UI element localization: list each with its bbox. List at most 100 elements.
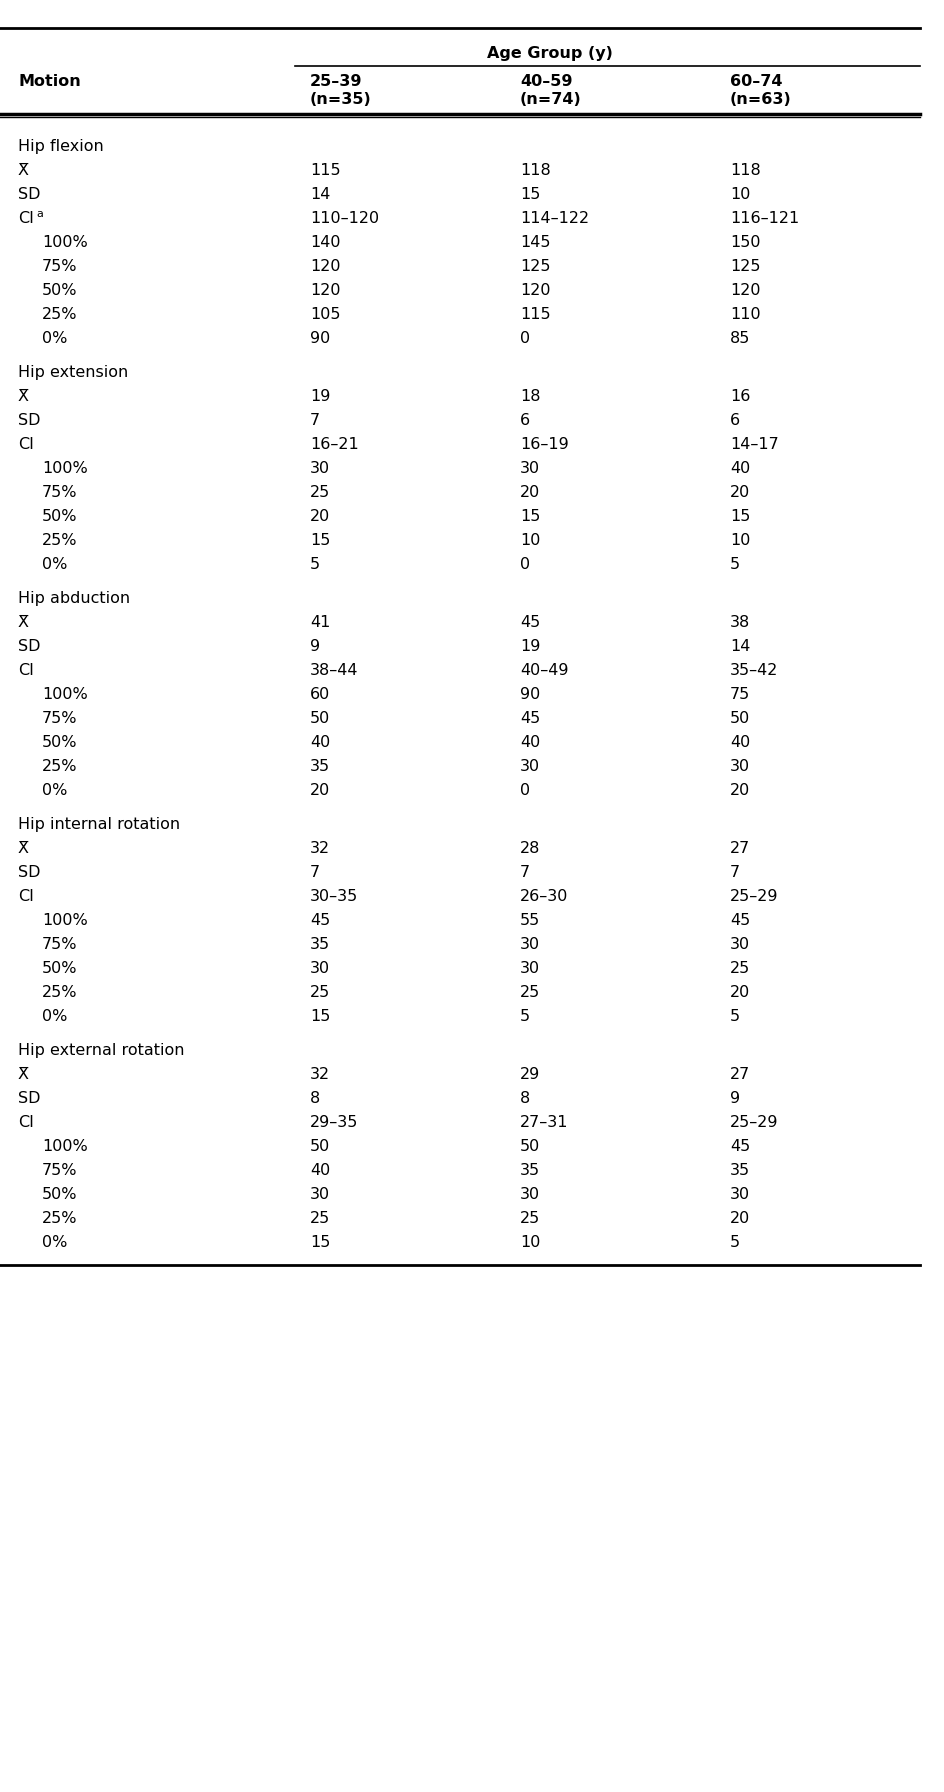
- Text: 5: 5: [730, 557, 740, 572]
- Text: 30: 30: [730, 1186, 750, 1202]
- Text: 30: 30: [520, 937, 540, 952]
- Text: 100%: 100%: [42, 686, 88, 702]
- Text: 25%: 25%: [42, 986, 77, 1000]
- Text: 45: 45: [730, 1140, 750, 1154]
- Text: 41: 41: [310, 615, 330, 631]
- Text: 10: 10: [520, 532, 540, 548]
- Text: 32: 32: [310, 840, 330, 857]
- Text: 5: 5: [730, 1235, 740, 1251]
- Text: 9: 9: [310, 640, 320, 654]
- Text: 6: 6: [520, 412, 531, 428]
- Text: 27: 27: [730, 1066, 750, 1082]
- Text: 25–39: 25–39: [310, 73, 362, 90]
- Text: 50%: 50%: [42, 961, 77, 977]
- Text: 45: 45: [520, 615, 540, 631]
- Text: 125: 125: [520, 260, 550, 274]
- Text: 55: 55: [520, 912, 540, 928]
- Text: 15: 15: [310, 532, 330, 548]
- Text: 19: 19: [520, 640, 540, 654]
- Text: 75%: 75%: [42, 486, 77, 500]
- Text: 20: 20: [730, 486, 750, 500]
- Text: 50%: 50%: [42, 735, 77, 751]
- Text: 29: 29: [520, 1066, 540, 1082]
- Text: 30: 30: [520, 760, 540, 774]
- Text: 14: 14: [730, 640, 750, 654]
- Text: 125: 125: [730, 260, 761, 274]
- Text: 20: 20: [730, 783, 750, 797]
- Text: 75: 75: [730, 686, 750, 702]
- Text: CI: CI: [18, 211, 34, 226]
- Text: 75%: 75%: [42, 711, 77, 726]
- Text: 15: 15: [520, 509, 540, 523]
- Text: 5: 5: [520, 1009, 531, 1023]
- Text: 140: 140: [310, 235, 341, 251]
- Text: 45: 45: [310, 912, 330, 928]
- Text: 50: 50: [310, 1140, 330, 1154]
- Text: 5: 5: [310, 557, 320, 572]
- Text: 118: 118: [730, 163, 761, 177]
- Text: 50%: 50%: [42, 1186, 77, 1202]
- Text: 25: 25: [520, 1211, 540, 1226]
- Text: 25: 25: [310, 1211, 330, 1226]
- Text: 40–59: 40–59: [520, 73, 572, 90]
- Text: 35: 35: [310, 760, 330, 774]
- Text: 0: 0: [520, 783, 531, 797]
- Text: Motion: Motion: [18, 73, 81, 90]
- Text: 10: 10: [730, 186, 750, 202]
- Text: 120: 120: [730, 283, 761, 297]
- Text: 110: 110: [730, 306, 761, 323]
- Text: 14: 14: [310, 186, 330, 202]
- Text: 16: 16: [730, 389, 750, 403]
- Text: 30: 30: [730, 760, 750, 774]
- Text: 75%: 75%: [42, 260, 77, 274]
- Text: 25–29: 25–29: [730, 1115, 779, 1131]
- Text: 38: 38: [730, 615, 750, 631]
- Text: 100%: 100%: [42, 235, 88, 251]
- Text: 0%: 0%: [42, 783, 67, 797]
- Text: 0%: 0%: [42, 1009, 67, 1023]
- Text: 100%: 100%: [42, 1140, 88, 1154]
- Text: X̅: X̅: [18, 1066, 29, 1082]
- Text: 40: 40: [310, 1163, 330, 1177]
- Text: 30: 30: [310, 1186, 330, 1202]
- Text: Hip flexion: Hip flexion: [18, 140, 104, 154]
- Text: 50%: 50%: [42, 509, 77, 523]
- Text: 32: 32: [310, 1066, 330, 1082]
- Text: 28: 28: [520, 840, 540, 857]
- Text: 150: 150: [730, 235, 761, 251]
- Text: 35: 35: [730, 1163, 750, 1177]
- Text: 35: 35: [310, 937, 330, 952]
- Text: 20: 20: [310, 509, 330, 523]
- Text: 0%: 0%: [42, 1235, 67, 1251]
- Text: (n=74): (n=74): [520, 91, 582, 108]
- Text: X̅: X̅: [18, 615, 29, 631]
- Text: 20: 20: [520, 486, 540, 500]
- Text: 30: 30: [310, 461, 330, 477]
- Text: 40: 40: [730, 461, 750, 477]
- Text: 85: 85: [730, 332, 750, 346]
- Text: 40: 40: [730, 735, 750, 751]
- Text: 20: 20: [730, 1211, 750, 1226]
- Text: 50: 50: [310, 711, 330, 726]
- Text: 7: 7: [730, 866, 740, 880]
- Text: 30: 30: [520, 961, 540, 977]
- Text: 16–21: 16–21: [310, 437, 359, 452]
- Text: 26–30: 26–30: [520, 889, 568, 903]
- Text: 10: 10: [730, 532, 750, 548]
- Text: 35: 35: [520, 1163, 540, 1177]
- Text: 50: 50: [730, 711, 750, 726]
- Text: 30: 30: [730, 937, 750, 952]
- Text: 7: 7: [310, 866, 320, 880]
- Text: 75%: 75%: [42, 1163, 77, 1177]
- Text: X̅: X̅: [18, 840, 29, 857]
- Text: 25: 25: [310, 986, 330, 1000]
- Text: 14–17: 14–17: [730, 437, 779, 452]
- Text: X̅: X̅: [18, 163, 29, 177]
- Text: 18: 18: [520, 389, 541, 403]
- Text: a: a: [36, 210, 42, 219]
- Text: 115: 115: [520, 306, 550, 323]
- Text: 0: 0: [520, 557, 531, 572]
- Text: 120: 120: [520, 283, 550, 297]
- Text: 30: 30: [520, 461, 540, 477]
- Text: 30–35: 30–35: [310, 889, 359, 903]
